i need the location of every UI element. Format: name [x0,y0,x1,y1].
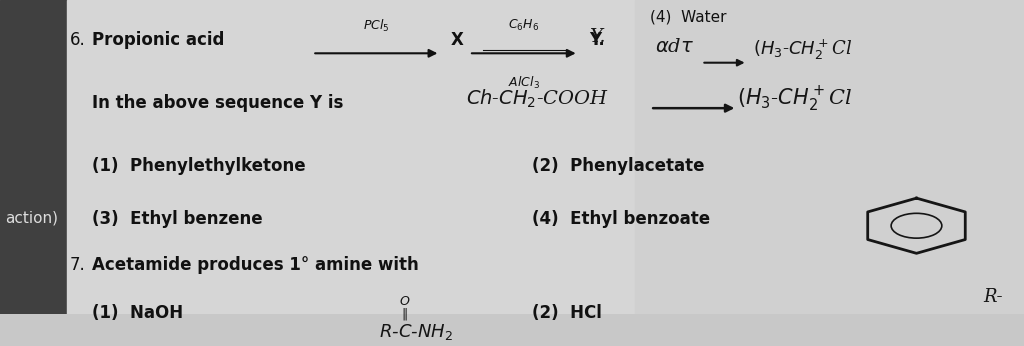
Text: 7.: 7. [70,255,85,274]
Text: (2)  Phenylacetate: (2) Phenylacetate [532,157,705,175]
Text: Y.: Y. [589,28,605,46]
Text: (2)  HCl: (2) HCl [532,304,602,322]
Bar [635,0,1024,313]
Text: $\alpha$d$\tau$: $\alpha$d$\tau$ [655,38,694,56]
Text: $(H_3$-$CH_2^+$Cl: $(H_3$-$CH_2^+$Cl [737,85,852,114]
Text: Acetamide produces 1° amine with: Acetamide produces 1° amine with [92,255,419,274]
Text: Propionic acid: Propionic acid [92,31,224,49]
Text: Y.: Y. [589,31,604,49]
Text: action): action) [5,210,58,225]
Text: (4)  Water: (4) Water [650,9,727,25]
Text: (3)  Ethyl benzene: (3) Ethyl benzene [92,210,263,228]
Text: (4)  Ethyl benzoate: (4) Ethyl benzoate [532,210,711,228]
Text: X: X [451,31,464,49]
Text: (1)  NaOH: (1) NaOH [92,304,183,322]
Text: R-: R- [983,289,1002,307]
Text: C$_6$H$_6$: C$_6$H$_6$ [508,18,540,33]
Text: AlCl$_3$: AlCl$_3$ [508,75,540,91]
Text: In the above sequence Y is: In the above sequence Y is [92,94,343,112]
Text: (1)  Phenylethylketone: (1) Phenylethylketone [92,157,306,175]
Bar [0,0,67,313]
Text: 6.: 6. [70,31,85,49]
Text: $(H_3$-$CH_2^+$Cl: $(H_3$-$CH_2^+$Cl [753,38,852,62]
Text: PCl$_5$: PCl$_5$ [362,18,390,35]
Text: $Ch$-$CH_2$-COOH: $Ch$-$CH_2$-COOH [466,88,609,110]
Text: $R$-$\overset{O}{\overset{\|}{C}}$-$NH_2$: $R$-$\overset{O}{\overset{\|}{C}}$-$NH_2… [379,295,453,343]
